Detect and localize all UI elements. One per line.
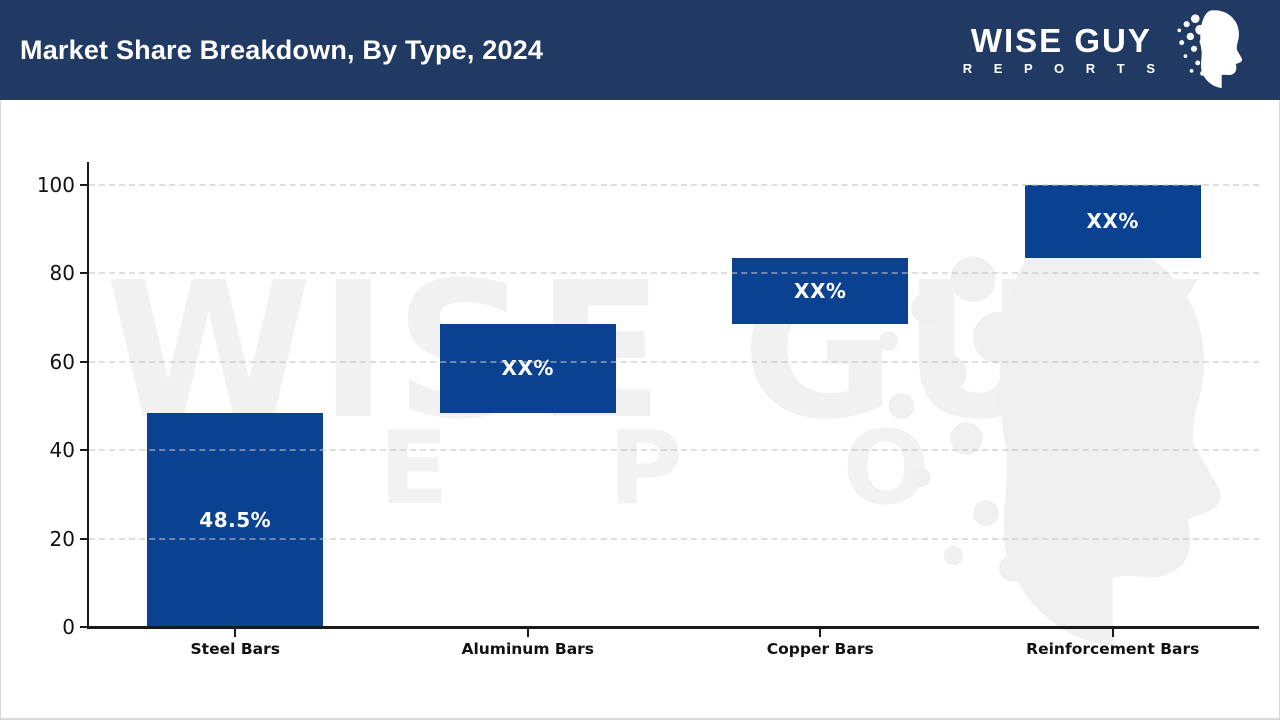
bar-value-label: XX% [794, 279, 847, 304]
gridline [89, 360, 1259, 363]
y-tick-label: 60 [49, 349, 75, 374]
bar-value-label: XX% [1086, 209, 1139, 234]
bar-value-label: 48.5% [199, 507, 272, 532]
x-tick [1111, 629, 1114, 637]
brand-logo: WISE GUY R E P O R T S [959, 7, 1254, 93]
bar: 48.5% [147, 412, 324, 627]
gridline [89, 537, 1259, 540]
category-label: Steel Bars [190, 640, 280, 658]
logo-word: WISE GUY [970, 22, 1152, 59]
dotted-head-icon [1166, 7, 1254, 93]
page-title: Market Share Breakdown, By Type, 2024 [20, 34, 544, 65]
gridline [89, 272, 1259, 275]
y-tick [80, 272, 88, 275]
category-label: Aluminum Bars [461, 640, 595, 658]
y-tick [80, 626, 88, 628]
category-label: Reinforcement Bars [1026, 640, 1200, 658]
y-tick-label: 40 [49, 438, 75, 463]
y-axis-line [87, 162, 89, 629]
bar: XX% [1024, 185, 1201, 258]
y-tick [80, 184, 88, 186]
category-label: Copper Bars [766, 640, 874, 658]
y-tick [80, 537, 88, 540]
x-axis-line [87, 626, 1259, 629]
watermark-head-icon [856, 215, 1246, 675]
logo-wordmark: WISE GUY R E P O R T S [959, 24, 1164, 76]
bar: XX% [732, 257, 909, 325]
header: Market Share Breakdown, By Type, 2024 WI… [0, 0, 1280, 100]
y-tick-label: 0 [62, 615, 75, 639]
y-tick [80, 360, 88, 363]
bar-value-label: XX% [501, 356, 554, 381]
y-tick-label: 20 [49, 526, 75, 551]
y-tick [80, 449, 88, 452]
gridline [89, 449, 1259, 452]
bar: XX% [439, 324, 616, 413]
y-tick-label: 100 [36, 173, 75, 197]
x-tick [819, 629, 822, 637]
x-tick [234, 629, 237, 637]
x-tick [526, 629, 529, 637]
chart-area: WISE GUY R E P O R T S 02040608010048.5%… [0, 100, 1280, 720]
logo-reports-label: R E P O R T S [962, 61, 1164, 76]
y-tick-label: 80 [49, 261, 75, 286]
gridline [89, 184, 1259, 186]
